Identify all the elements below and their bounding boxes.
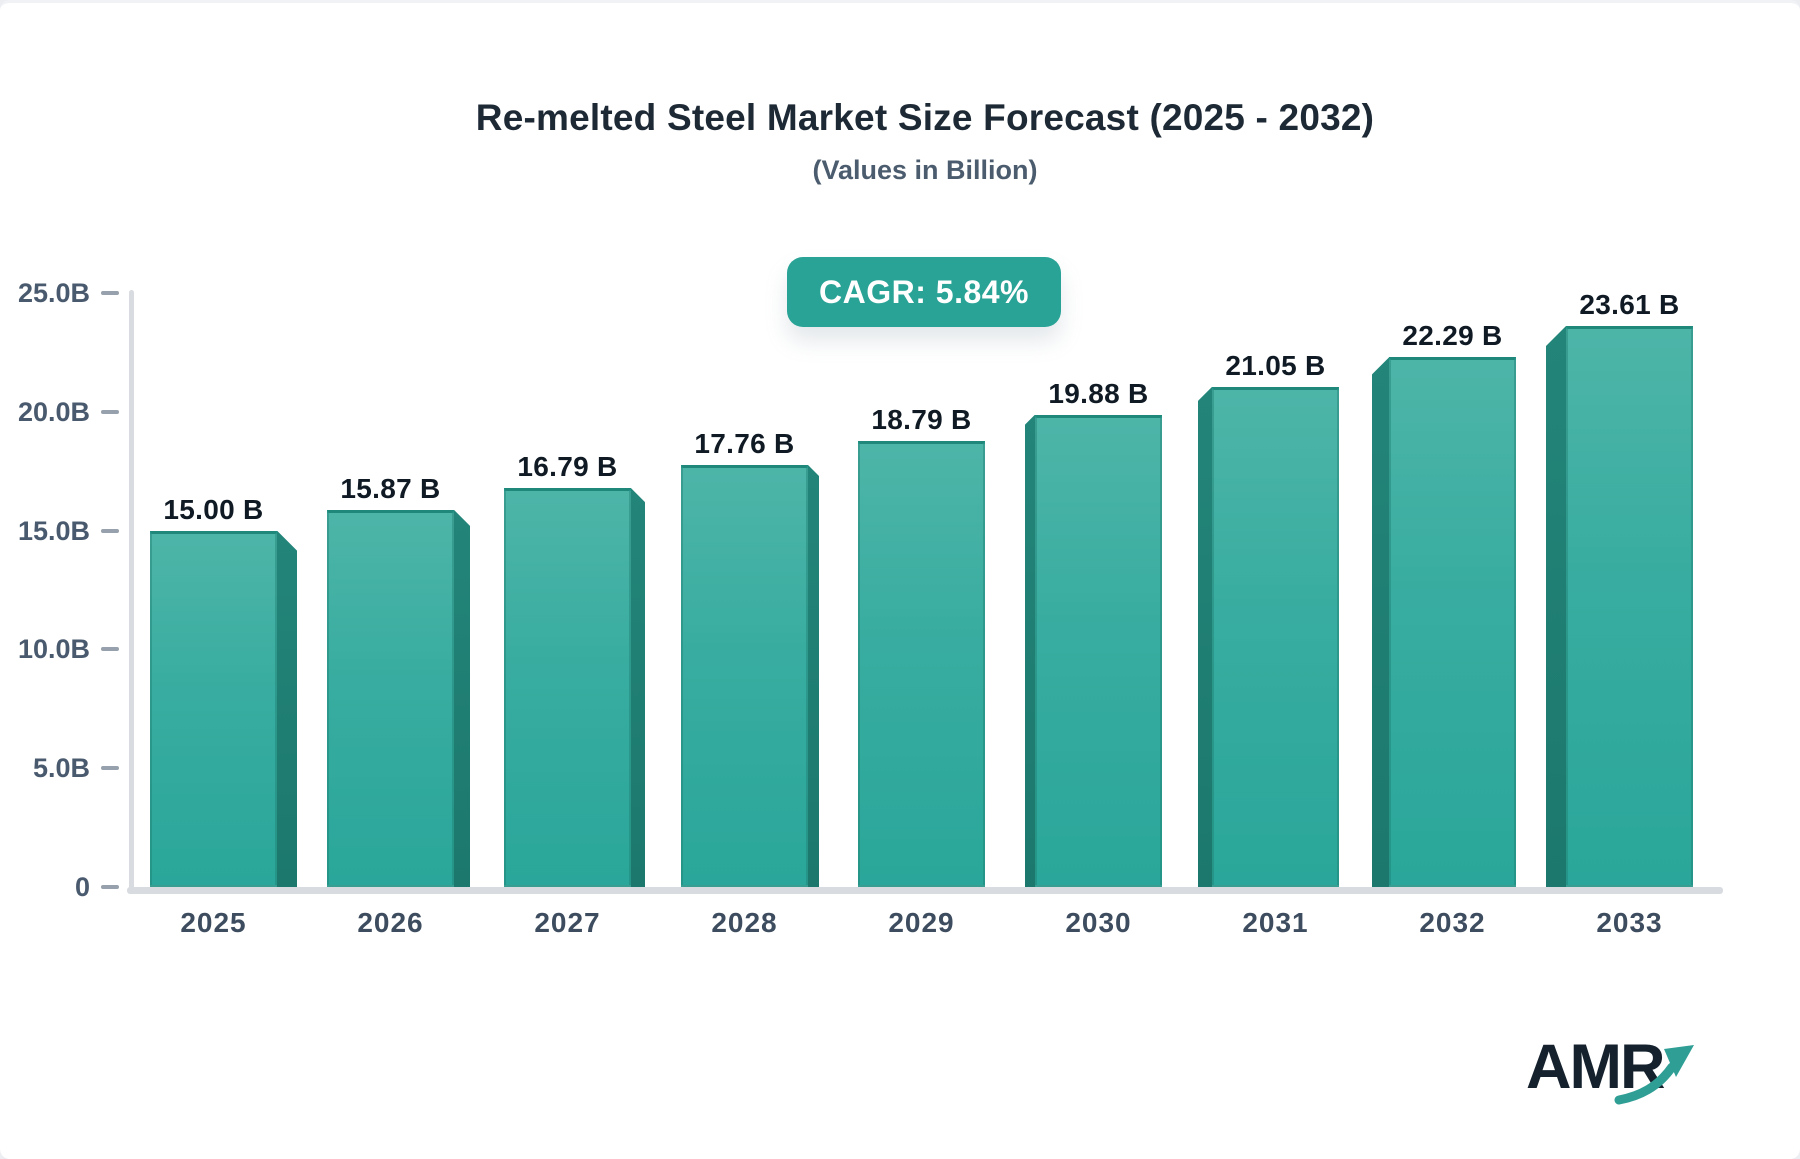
bar-value-2026: 15.87 B [340, 472, 441, 504]
bar-value-2025: 15.00 B [163, 493, 264, 525]
y-tick-label: 5.0B [32, 753, 90, 784]
bar-2029 [858, 440, 985, 887]
y-tick-label: 25.0B [17, 278, 90, 308]
x-tick-2027: 2027 [534, 907, 601, 938]
cagr-badge: CAGR: 5.84% [787, 257, 1061, 327]
y-tick-label: 0 [74, 872, 90, 902]
bar-value-2027: 16.79 B [517, 451, 618, 483]
bar-side-2033 [1546, 326, 1566, 887]
bar-2031 [1212, 386, 1339, 887]
growth-arrow-icon [1614, 1045, 1694, 1105]
x-tick-2025: 2025 [180, 907, 247, 938]
x-tick-2030: 2030 [1065, 907, 1132, 938]
y-tick-mark [101, 766, 119, 771]
bar-2030 [1035, 414, 1162, 887]
y-tick-mark [101, 647, 119, 652]
bar-2033 [1566, 326, 1693, 887]
bar-value-2030: 19.88 B [1048, 377, 1149, 409]
bar-2028 [681, 465, 808, 887]
y-tick-label: 20.0B [17, 396, 90, 427]
x-tick-2032: 2032 [1419, 907, 1486, 938]
x-tick-2031: 2031 [1242, 907, 1309, 938]
x-tick-2029: 2029 [888, 907, 955, 938]
bar-side-2025 [277, 530, 297, 887]
bar-value-2028: 17.76 B [694, 428, 795, 460]
x-tick-2033: 2033 [1596, 907, 1663, 938]
y-tick-mark [101, 885, 119, 889]
bar-2025 [150, 530, 277, 887]
x-tick-2026: 2026 [357, 907, 424, 938]
y-tick-mark [101, 291, 119, 295]
bar-value-2029: 18.79 B [871, 403, 972, 435]
bar-side-2032 [1372, 357, 1389, 887]
bar-2032 [1389, 357, 1516, 887]
y-tick-label: 15.0B [17, 515, 90, 546]
bar-value-2031: 21.05 B [1225, 349, 1326, 381]
amr-logo: AMR [1526, 1029, 1706, 1115]
bar-side-2031 [1198, 386, 1212, 887]
bar-value-2032: 22.29 B [1402, 320, 1503, 352]
y-tick-mark [101, 528, 119, 533]
bar-side-2030 [1025, 414, 1035, 887]
bar-2027 [504, 488, 631, 887]
y-tick-mark [101, 409, 119, 414]
bar-side-2028 [808, 465, 819, 887]
bar-side-2026 [454, 509, 470, 887]
chart-subtitle: (Values in Billion) [812, 155, 1038, 185]
bar-value-2033: 23.61 B [1579, 289, 1680, 321]
bar-2026 [327, 509, 454, 887]
x-axis-baseline [127, 887, 1723, 894]
y-axis-line [129, 290, 134, 890]
chart-title: Re-melted Steel Market Size Forecast (20… [475, 97, 1375, 138]
bar-side-2027 [631, 488, 645, 887]
x-tick-2028: 2028 [711, 907, 778, 938]
y-tick-label: 10.0B [17, 634, 90, 665]
